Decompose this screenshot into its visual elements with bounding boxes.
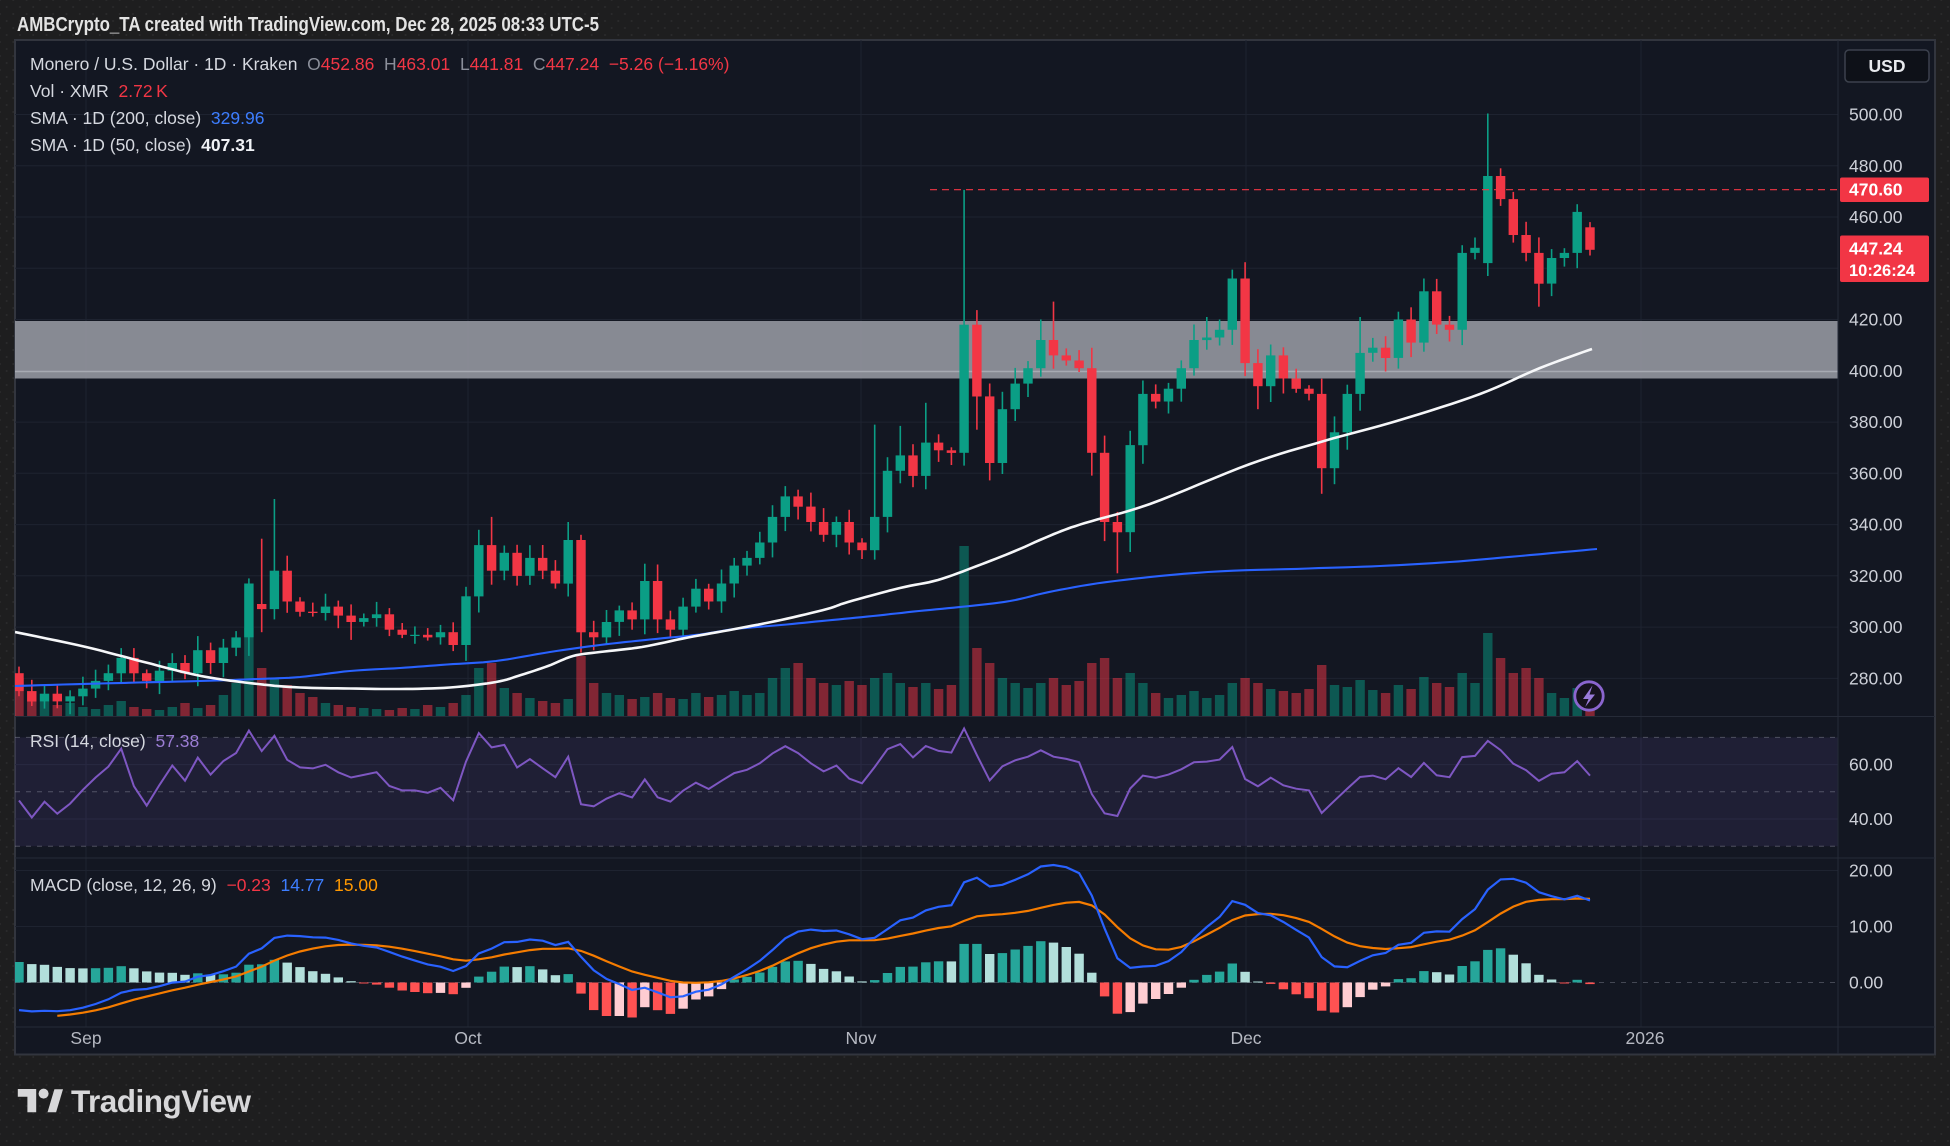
svg-text:420.00: 420.00: [1849, 310, 1903, 330]
svg-text:60.00: 60.00: [1849, 755, 1893, 775]
svg-text:447.24: 447.24: [1849, 239, 1903, 259]
svg-text:460.00: 460.00: [1849, 207, 1903, 227]
svg-text:SMA · 1D (200, close) 329.96: SMA · 1D (200, close) 329.96: [30, 108, 264, 128]
svg-text:20.00: 20.00: [1849, 861, 1893, 881]
svg-text:10:26:24: 10:26:24: [1849, 262, 1916, 280]
svg-text:320.00: 320.00: [1849, 566, 1903, 586]
svg-text:360.00: 360.00: [1849, 463, 1903, 483]
svg-text:RSI (14, close) 57.38: RSI (14, close) 57.38: [30, 731, 199, 751]
svg-text:Dec: Dec: [1230, 1028, 1261, 1048]
svg-text:470.60: 470.60: [1849, 180, 1903, 200]
svg-text:MACD (close, 12, 26, 9) −0.23: MACD (close, 12, 26, 9) −0.23 14.77 15.0…: [30, 875, 378, 895]
svg-text:SMA · 1D (50, close) 407.31: SMA · 1D (50, close) 407.31: [30, 135, 255, 155]
svg-text:340.00: 340.00: [1849, 515, 1903, 535]
svg-text:40.00: 40.00: [1849, 809, 1893, 829]
svg-text:Vol · XMR 2.72 K: Vol · XMR 2.72 K: [30, 81, 168, 101]
svg-text:500.00: 500.00: [1849, 105, 1903, 125]
svg-text:10.00: 10.00: [1849, 917, 1893, 937]
svg-text:400.00: 400.00: [1849, 361, 1903, 381]
svg-text:480.00: 480.00: [1849, 156, 1903, 176]
svg-text:Oct: Oct: [454, 1028, 481, 1048]
svg-text:280.00: 280.00: [1849, 668, 1903, 688]
svg-text:Sep: Sep: [70, 1028, 101, 1048]
svg-text:2026: 2026: [1626, 1028, 1665, 1048]
svg-text:380.00: 380.00: [1849, 412, 1903, 432]
svg-text:0.00: 0.00: [1849, 973, 1883, 993]
svg-text:AMBCrypto_TA created with Trad: AMBCrypto_TA created with TradingView.co…: [17, 14, 599, 36]
svg-text:Monero / U.S. Dollar · 1D · Kr: Monero / U.S. Dollar · 1D · Kraken O452.…: [30, 54, 729, 74]
svg-text:Nov: Nov: [845, 1028, 876, 1048]
svg-text:USD: USD: [1869, 56, 1906, 76]
svg-text:300.00: 300.00: [1849, 617, 1903, 637]
svg-text:TradingView: TradingView: [71, 1083, 251, 1119]
